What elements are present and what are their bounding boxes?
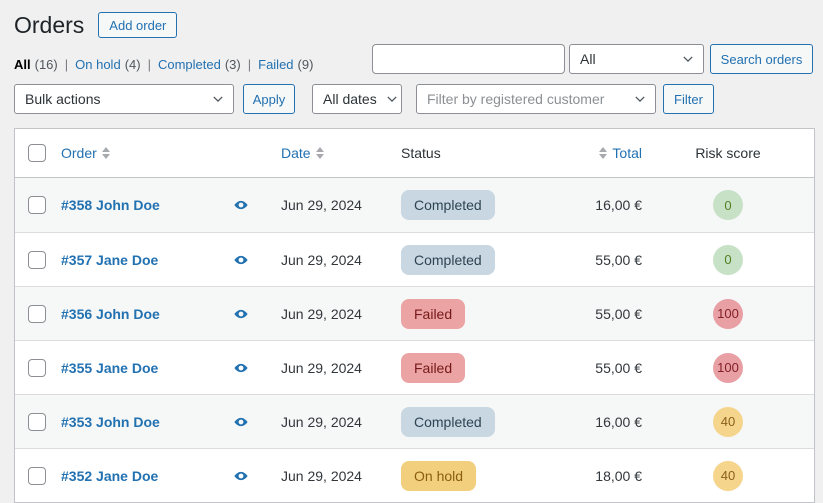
bulk-actions-select[interactable]: Bulk actions [14,84,234,114]
search-input[interactable] [372,44,565,74]
sort-by-total[interactable]: Total [594,145,642,161]
order-total: 18,00 € [595,467,642,484]
status-column-header: Status [401,145,441,161]
order-link[interactable]: #352 Jane Doe [61,467,159,484]
table-row: #355 Jane Doe Jun 29, 2024 Failed 55,00 … [15,340,814,394]
table-row: #358 John Doe Jun 29, 2024 Completed 16,… [15,178,814,232]
sort-icon [101,147,110,159]
risk-score-column-header: Risk score [695,145,761,161]
risk-score-badge: 100 [713,352,743,383]
risk-score-badge: 100 [713,298,743,329]
order-date: Jun 29, 2024 [281,251,362,268]
filter-separator: | [147,57,151,72]
row-checkbox[interactable] [28,466,46,485]
risk-score-badge: 40 [713,460,743,491]
filter-separator: | [247,57,252,72]
risk-score-badge: 0 [713,190,743,220]
order-link[interactable]: #358 John Doe [61,197,160,213]
row-checkbox[interactable] [28,250,46,269]
table-row: #353 John Doe Jun 29, 2024 Completed 16,… [15,394,814,448]
table-header-row: Order Date Status Total Risk score [15,129,814,178]
dates-select[interactable]: All dates [312,84,402,114]
preview-eye-icon[interactable] [233,360,249,376]
row-checkbox[interactable] [28,412,46,431]
order-total: 16,00 € [595,413,642,430]
status-badge: Failed [401,298,466,329]
chevron-down-icon [633,92,647,106]
risk-score-badge: 40 [713,406,743,437]
order-total: 55,00 € [595,359,642,376]
filter-link-on-hold[interactable]: On hold (4) [75,57,141,72]
sort-by-order[interactable]: Order [61,145,115,161]
order-total: 16,00 € [595,197,642,213]
table-body: #358 John Doe Jun 29, 2024 Completed 16,… [15,178,814,502]
row-checkbox[interactable] [28,358,46,377]
customer-filter-select[interactable]: Filter by registered customer [416,84,656,114]
order-total: 55,00 € [595,251,642,268]
search-orders-button[interactable]: Search orders [710,44,813,74]
apply-button[interactable]: Apply [243,84,295,114]
filter-link-all[interactable]: All (16) [14,57,58,72]
sort-icon [599,147,608,159]
status-badge: On hold [401,460,477,491]
status-filter-links: All (16) | On hold (4) | Completed (3) | Fa… [14,57,313,72]
filter-link-completed[interactable]: Completed (3) [157,57,241,72]
order-link[interactable]: #357 Jane Doe [61,251,159,268]
status-badge: Completed [401,244,495,275]
sort-by-date[interactable]: Date [281,145,329,161]
chevron-down-icon [211,92,225,106]
row-checkbox[interactable] [28,196,46,215]
select-all-checkbox[interactable] [28,144,46,163]
preview-eye-icon[interactable] [233,414,249,430]
status-badge: Completed [401,406,495,437]
row-checkbox[interactable] [28,304,46,323]
search-type-select[interactable]: All [569,44,704,74]
order-date: Jun 29, 2024 [281,197,362,213]
sort-icon [315,147,324,159]
preview-eye-icon[interactable] [233,468,249,484]
order-link[interactable]: #356 John Doe [61,305,160,322]
page-title: Orders [14,12,85,38]
order-date: Jun 29, 2024 [281,359,362,376]
chevron-down-icon [681,52,695,66]
preview-eye-icon[interactable] [233,197,249,213]
preview-eye-icon[interactable] [233,252,249,268]
chevron-down-icon [385,92,399,106]
order-total: 55,00 € [595,305,642,322]
status-badge: Failed [401,352,466,383]
table-row: #352 Jane Doe Jun 29, 2024 On hold 18,00… [15,448,814,502]
risk-score-badge: 0 [713,244,743,275]
table-row: #357 Jane Doe Jun 29, 2024 Completed 55,… [15,232,814,286]
filter-link-failed[interactable]: Failed (9) [258,57,314,72]
orders-table: Order Date Status Total Risk score #358 … [14,128,815,503]
order-link[interactable]: #355 Jane Doe [61,359,159,376]
add-order-button[interactable]: Add order [98,12,178,38]
table-row: #356 John Doe Jun 29, 2024 Failed 55,00 … [15,286,814,340]
status-badge: Completed [401,190,495,220]
preview-eye-icon[interactable] [233,306,249,322]
filter-separator: | [64,57,69,72]
filter-button[interactable]: Filter [663,84,714,114]
order-date: Jun 29, 2024 [281,305,362,322]
order-date: Jun 29, 2024 [281,413,362,430]
order-date: Jun 29, 2024 [281,467,362,484]
order-link[interactable]: #353 John Doe [61,413,160,430]
